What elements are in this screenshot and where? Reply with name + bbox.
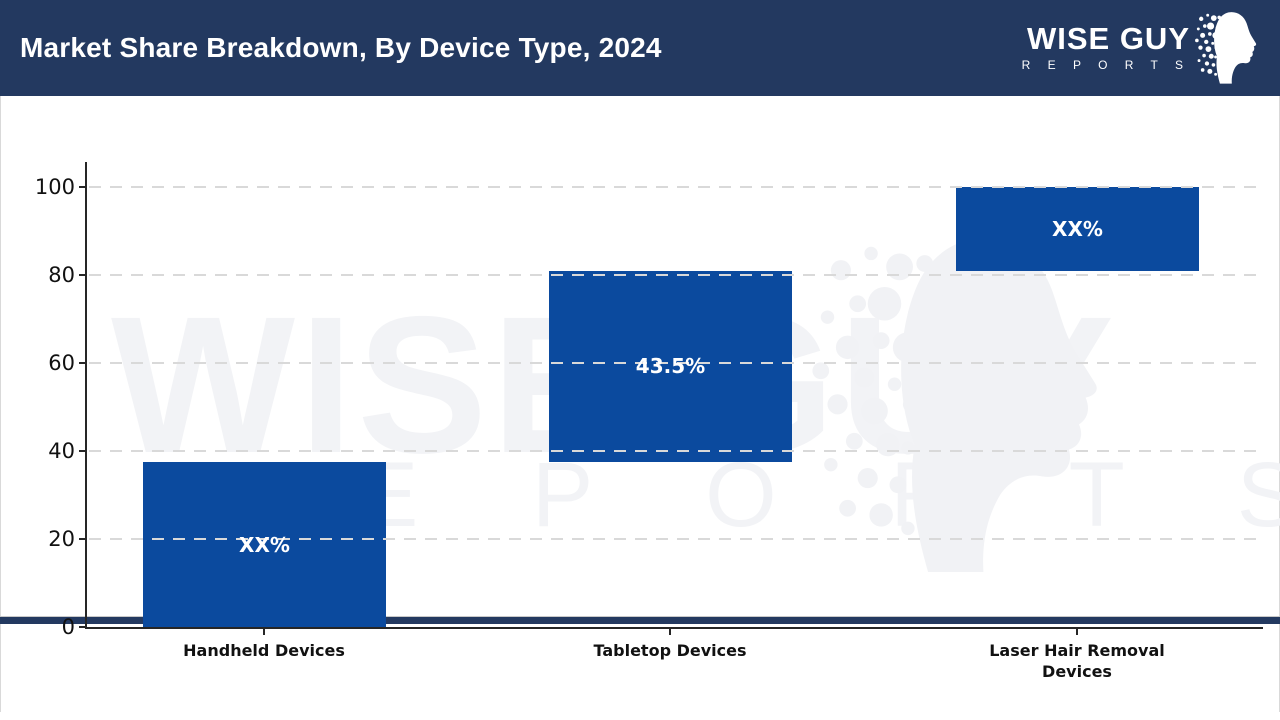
bar-value-label: XX%	[1052, 216, 1103, 241]
footer-bar	[0, 617, 1280, 624]
bar-segment	[956, 187, 1199, 271]
y-tick-mark	[79, 186, 87, 188]
watermark-face-icon	[807, 230, 1143, 582]
y-axis-spine	[85, 162, 87, 629]
gridline	[89, 362, 1263, 364]
bar-segment	[143, 462, 386, 627]
y-tick-mark	[79, 626, 87, 628]
footer-divider	[0, 616, 1280, 617]
gridline	[89, 538, 1263, 540]
y-tick-label: 60	[48, 351, 75, 375]
y-tick-mark	[79, 362, 87, 364]
category-label: Handheld Devices	[183, 641, 345, 660]
gridline	[89, 274, 1263, 276]
bar-value-label: 43.5%	[635, 354, 706, 379]
y-tick-mark	[79, 538, 87, 540]
y-tick-label: 100	[34, 175, 75, 199]
y-tick-label: 0	[61, 615, 75, 639]
gridline	[89, 450, 1263, 452]
logo-text: WISE GUY R E P O R T S	[1022, 23, 1190, 73]
wise-guy-logo: WISE GUY R E P O R T S	[1022, 8, 1280, 88]
y-tick-label: 40	[48, 439, 75, 463]
y-tick-label: 20	[48, 527, 75, 551]
face-dots-icon	[1194, 8, 1266, 88]
x-axis-spine	[85, 627, 1263, 629]
x-tick-mark	[1076, 628, 1078, 635]
x-tick-mark	[263, 628, 265, 635]
plot-layer: 0 20 40 60 80 100 XX% Handheld Devices 43.5% Tabl…	[1, 96, 1279, 712]
logo-subtitle: R E P O R T S	[1021, 58, 1190, 72]
category-label: Tabletop Devices	[593, 641, 747, 660]
page-title: Market Share Breakdown, By Device Type, …	[20, 32, 662, 63]
x-tick-mark	[669, 628, 671, 635]
logo-wordmark: WISE GUY	[1026, 21, 1190, 56]
gridline	[89, 186, 1263, 188]
bar-segment	[549, 270, 792, 462]
y-tick-label: 80	[48, 263, 75, 287]
y-tick-mark	[79, 450, 87, 452]
header-bar: Market Share Breakdown, By Device Type, …	[0, 0, 1280, 96]
y-tick-mark	[79, 274, 87, 276]
bar-value-label: XX%	[239, 532, 290, 557]
category-label: Laser Hair Removal Devices	[989, 641, 1165, 681]
